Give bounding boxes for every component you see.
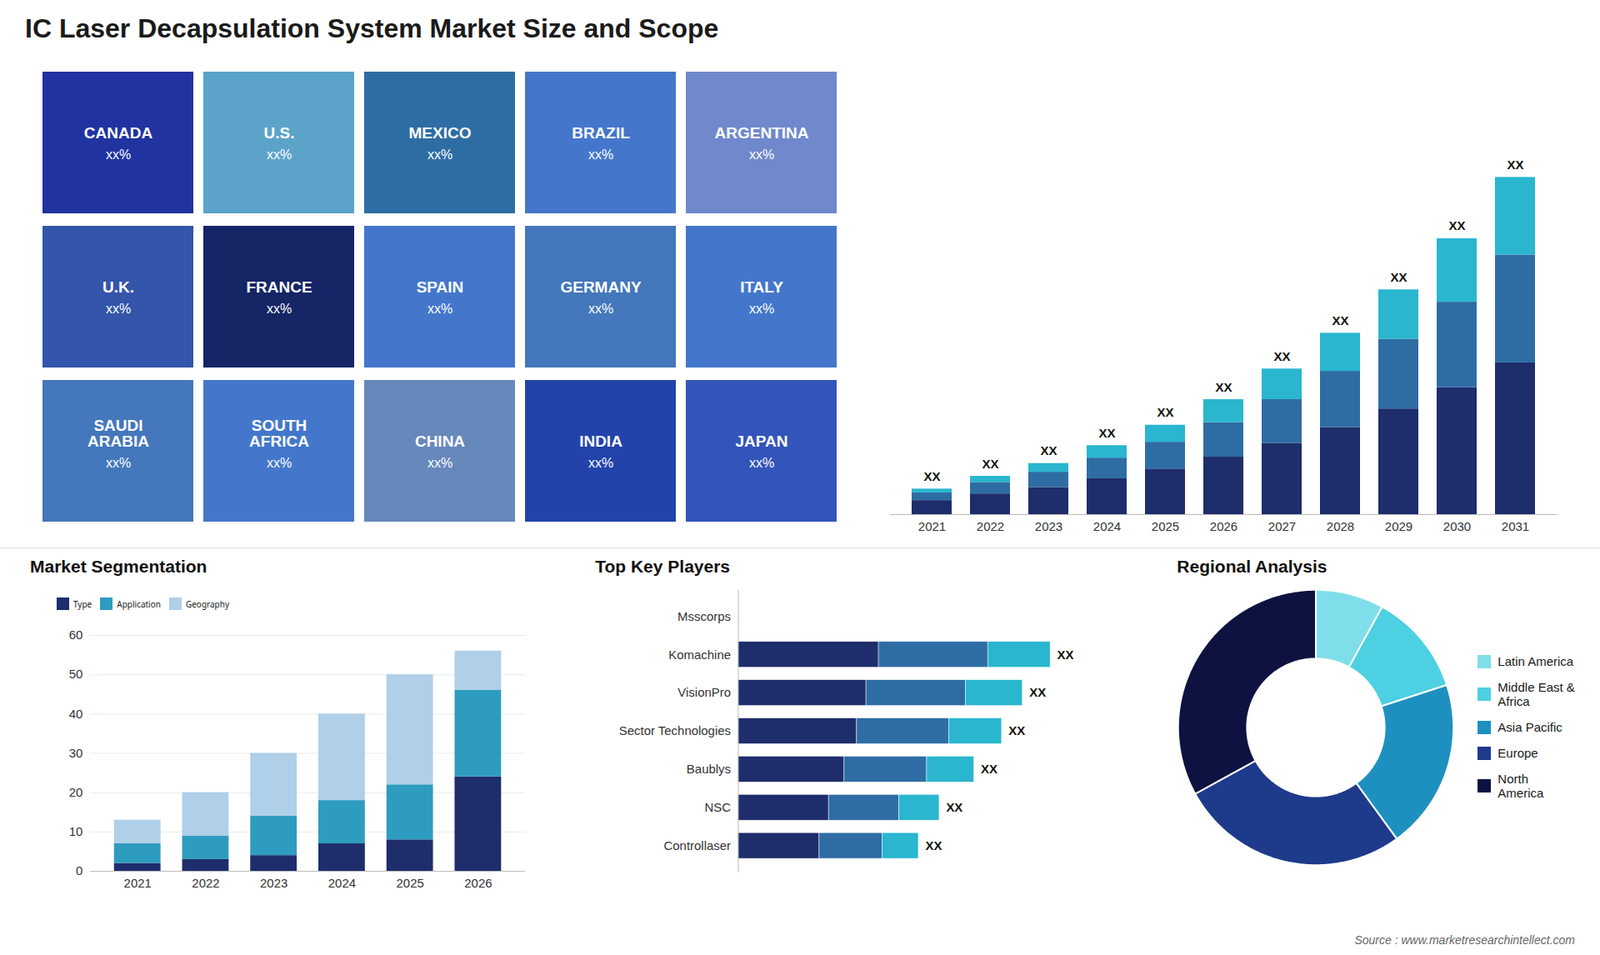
- html-text:North America: North America: [1497, 771, 1544, 800]
- svg-text:INDIA: INDIA: [579, 432, 623, 450]
- svg-text:xx%: xx%: [266, 147, 292, 162]
- html-text:IC Laser Decapsulation System: IC Laser Decapsulation System Market Siz…: [25, 13, 719, 44]
- svg-text:xx%: xx%: [427, 301, 453, 316]
- svg-text:xx%: xx%: [749, 147, 775, 162]
- svg-text:2024: 2024: [1093, 519, 1121, 534]
- svg-text:xx%: xx%: [427, 455, 453, 470]
- svg-text:60: 60: [69, 627, 84, 642]
- svg-text:xx%: xx%: [588, 147, 614, 162]
- svg-text:2029: 2029: [1385, 519, 1413, 534]
- svg-text:XX: XX: [1156, 405, 1174, 420]
- svg-text:2021: 2021: [124, 875, 152, 890]
- svg-text:xx%: xx%: [105, 147, 131, 162]
- svg-text:XX: XX: [1390, 270, 1407, 285]
- svg-text:xx%: xx%: [749, 301, 775, 316]
- html-text:Middle East & Africa: Middle East & Africa: [1497, 680, 1575, 709]
- html-text:Type: Type: [73, 597, 92, 610]
- svg-text:20: 20: [69, 785, 84, 800]
- svg-text:XX: XX: [1273, 349, 1290, 364]
- svg-text:XX: XX: [1448, 218, 1465, 233]
- svg-text:40: 40: [69, 706, 84, 721]
- html-text:Top Key Players: Top Key Players: [595, 556, 730, 576]
- html-text:Market Segmentation: Market Segmentation: [30, 556, 207, 576]
- svg-text:GERMANY: GERMANY: [560, 278, 641, 296]
- svg-text:50: 50: [69, 666, 84, 681]
- svg-text:2023: 2023: [1035, 519, 1063, 534]
- svg-text:xx%: xx%: [266, 455, 292, 470]
- svg-text:2022: 2022: [191, 875, 220, 890]
- svg-text:U.K.: U.K.: [102, 278, 135, 296]
- svg-text:2031: 2031: [1501, 519, 1530, 534]
- svg-text:U.S.: U.S.: [264, 124, 295, 142]
- svg-text:2025: 2025: [1151, 519, 1180, 534]
- svg-text:XX: XX: [1008, 723, 1025, 738]
- svg-text:JAPAN: JAPAN: [735, 432, 789, 450]
- svg-text:2022: 2022: [976, 519, 1005, 534]
- svg-text:2026: 2026: [1210, 519, 1238, 534]
- html-text:Europe: Europe: [1497, 745, 1539, 760]
- svg-text:XX: XX: [1506, 157, 1524, 172]
- svg-text:CHINA: CHINA: [415, 432, 465, 450]
- html-text:Asia Pacific: Asia Pacific: [1497, 720, 1563, 735]
- svg-text:2021: 2021: [918, 519, 946, 534]
- svg-text:xx%: xx%: [105, 455, 131, 470]
- svg-text:0: 0: [75, 863, 83, 878]
- svg-text:2023: 2023: [260, 875, 288, 890]
- svg-text:FRANCE: FRANCE: [245, 278, 312, 296]
- svg-text:xx%: xx%: [266, 301, 292, 316]
- svg-text:XX: XX: [1215, 380, 1232, 395]
- svg-text:2030: 2030: [1443, 519, 1471, 534]
- svg-text:Msscorps: Msscorps: [677, 609, 731, 624]
- svg-text:XX: XX: [1331, 313, 1349, 328]
- svg-text:2027: 2027: [1268, 519, 1296, 534]
- svg-text:XX: XX: [980, 761, 998, 776]
- html-text:Geography: Geography: [185, 597, 230, 610]
- svg-text:Komachine: Komachine: [668, 647, 731, 662]
- svg-text:BRAZIL: BRAZIL: [571, 124, 630, 142]
- svg-text:XX: XX: [981, 456, 999, 471]
- svg-text:Controllaser: Controllaser: [664, 838, 732, 853]
- svg-text:Baublys: Baublys: [686, 761, 731, 776]
- html-text:Source : www.marketresearchint: Source : www.marketresearchintellect.com: [1354, 933, 1575, 947]
- svg-text:2026: 2026: [464, 875, 492, 890]
- svg-text:XX: XX: [946, 800, 964, 815]
- svg-text:ITALY: ITALY: [740, 278, 784, 296]
- svg-text:xx%: xx%: [588, 455, 614, 470]
- svg-text:XX: XX: [1057, 647, 1075, 662]
- svg-text:30: 30: [69, 745, 84, 760]
- svg-text:XX: XX: [925, 838, 943, 853]
- svg-text:10: 10: [69, 824, 84, 839]
- svg-text:xx%: xx%: [427, 147, 453, 162]
- svg-text:SOUTHAFRICA: SOUTHAFRICA: [249, 416, 310, 450]
- svg-text:SAUDIARABIA: SAUDIARABIA: [87, 416, 150, 450]
- svg-text:2025: 2025: [396, 875, 425, 890]
- svg-text:MEXICO: MEXICO: [409, 124, 472, 142]
- html-text:Application: Application: [116, 597, 161, 610]
- svg-text:NSC: NSC: [705, 800, 732, 815]
- svg-text:CANADA: CANADA: [84, 124, 154, 142]
- svg-text:VisionPro: VisionPro: [678, 685, 732, 700]
- svg-text:XX: XX: [1098, 425, 1115, 440]
- svg-text:XX: XX: [1029, 685, 1046, 700]
- svg-text:XX: XX: [923, 469, 940, 484]
- svg-text:Sector Technologies: Sector Technologies: [619, 723, 731, 738]
- svg-text:XX: XX: [1040, 443, 1057, 458]
- svg-text:SPAIN: SPAIN: [416, 278, 465, 296]
- svg-text:xx%: xx%: [588, 301, 614, 316]
- svg-text:2024: 2024: [328, 875, 356, 890]
- svg-text:xx%: xx%: [749, 455, 775, 470]
- svg-text:xx%: xx%: [105, 301, 131, 316]
- svg-text:ARGENTINA: ARGENTINA: [715, 124, 810, 142]
- html-text:Latin America: Latin America: [1497, 654, 1574, 669]
- svg-text:2028: 2028: [1326, 519, 1355, 534]
- html-text:Regional Analysis: Regional Analysis: [1176, 556, 1327, 576]
